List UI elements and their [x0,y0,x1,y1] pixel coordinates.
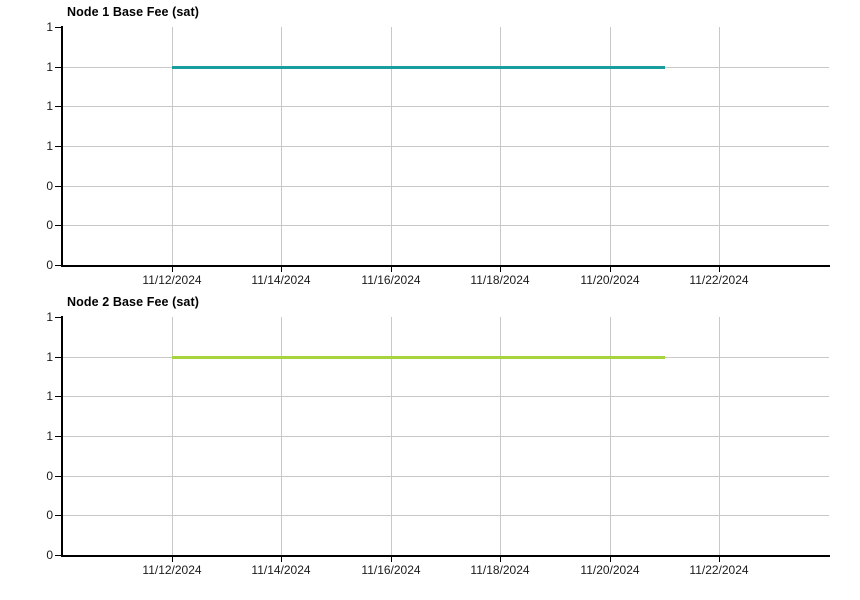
x-axis-tick-mark [719,265,721,272]
x-axis-tick-mark [172,555,174,562]
x-axis-tick-label: 11/14/2024 [251,273,311,287]
y-axis-tick-mark [55,265,62,267]
y-axis-tick-mark [55,476,62,478]
y-axis-tick-label: 1 [46,60,53,74]
x-axis-tick-mark [500,555,502,562]
gridline-vertical [281,317,282,555]
y-axis-tick-label: 0 [46,179,53,193]
y-axis-tick-label: 0 [46,258,53,272]
y-axis-tick-label-wrap: 0 [31,259,53,271]
y-axis-tick-label-wrap: 1 [31,61,53,73]
y-axis-tick-label: 1 [46,99,53,113]
y-axis-tick-mark [55,106,62,108]
gridline-vertical [719,27,720,265]
chart-title: Node 1 Base Fee (sat) [67,5,200,19]
gridline-vertical [172,317,173,555]
x-axis-tick-label: 11/20/2024 [580,273,640,287]
x-axis-tick-mark [500,265,502,272]
gridline-horizontal [62,515,829,516]
y-axis-tick-mark [55,396,62,398]
x-axis-tick-label: 11/18/2024 [470,273,530,287]
y-axis-tick-label-wrap: 0 [31,509,53,521]
x-axis-tick-mark [610,265,612,272]
series-line [172,66,665,69]
gridline-vertical [281,27,282,265]
y-axis-tick-label-wrap: 1 [31,390,53,402]
gridline-horizontal [62,225,829,226]
y-axis-tick-label-wrap: 1 [31,430,53,442]
y-axis-tick-label: 1 [46,310,53,324]
y-axis-tick-mark [55,317,62,319]
y-axis-tick-mark [55,146,62,148]
x-axis-tick-mark [610,555,612,562]
y-axis-tick-mark [55,515,62,517]
y-axis-tick-label: 1 [46,20,53,34]
y-axis-tick-label-wrap: 1 [31,140,53,152]
x-axis-tick-label: 11/22/2024 [689,563,749,577]
y-axis-tick-label-wrap: 1 [31,21,53,33]
gridline-horizontal [62,106,829,107]
gridline-vertical [610,317,611,555]
y-axis-tick-mark [55,555,62,557]
y-axis-tick-label-wrap: 0 [31,219,53,231]
x-axis-tick-label: 11/22/2024 [689,273,749,287]
gridline-horizontal [62,186,829,187]
gridline-horizontal [62,146,829,147]
x-axis-tick-label: 11/16/2024 [361,563,421,577]
gridline-horizontal [62,476,829,477]
x-axis-tick-label: 11/16/2024 [361,273,421,287]
y-axis-tick-label: 0 [46,548,53,562]
y-axis-tick-label-wrap: 0 [31,549,53,561]
y-axis-tick-label: 0 [46,218,53,232]
plot-area [62,27,829,266]
x-axis-tick-label: 11/14/2024 [251,563,311,577]
x-axis-tick-label: 11/20/2024 [580,563,640,577]
chart-panel-node-2: Node 2 Base Fee (sat) 1 1 1 1 0 0 0 11/12/2024 1… [0,290,860,580]
gridline-vertical [719,317,720,555]
gridline-vertical [500,317,501,555]
gridline-horizontal [62,396,829,397]
plot-area [62,317,829,556]
x-axis-tick-mark [719,555,721,562]
y-axis-tick-mark [55,436,62,438]
y-axis-tick-label: 1 [46,350,53,364]
y-axis-tick-label: 1 [46,139,53,153]
gridline-vertical [500,27,501,265]
y-axis-tick-mark [55,186,62,188]
x-axis-tick-mark [391,555,393,562]
series-line [172,356,665,359]
y-axis-tick-mark [55,225,62,227]
x-axis-line [61,555,830,557]
gridline-vertical [391,317,392,555]
x-axis-tick-mark [391,265,393,272]
y-axis-tick-mark [55,67,62,69]
y-axis-tick-label: 1 [46,429,53,443]
y-axis-tick-label: 0 [46,508,53,522]
gridline-vertical [610,27,611,265]
y-axis-tick-mark [55,357,62,359]
gridline-horizontal [62,436,829,437]
gridline-vertical [172,27,173,265]
y-axis-tick-label: 0 [46,469,53,483]
y-axis-tick-label: 1 [46,389,53,403]
x-axis-tick-label: 11/12/2024 [142,563,202,577]
y-axis-tick-mark [55,27,62,29]
gridline-vertical [391,27,392,265]
x-axis-tick-mark [281,555,283,562]
y-axis-tick-label-wrap: 1 [31,351,53,363]
x-axis-tick-mark [172,265,174,272]
x-axis-tick-label: 11/18/2024 [470,563,530,577]
x-axis-line [61,265,830,267]
y-axis-tick-label-wrap: 1 [31,311,53,323]
chart-title: Node 2 Base Fee (sat) [67,295,200,309]
x-axis-tick-label: 11/12/2024 [142,273,202,287]
y-axis-tick-label-wrap: 0 [31,180,53,192]
chart-panel-node-1: Node 1 Base Fee (sat) 1 1 1 1 0 0 0 11/12/2024 1… [0,0,860,290]
x-axis-tick-mark [281,265,283,272]
y-axis-tick-label-wrap: 1 [31,100,53,112]
y-axis-tick-label-wrap: 0 [31,470,53,482]
